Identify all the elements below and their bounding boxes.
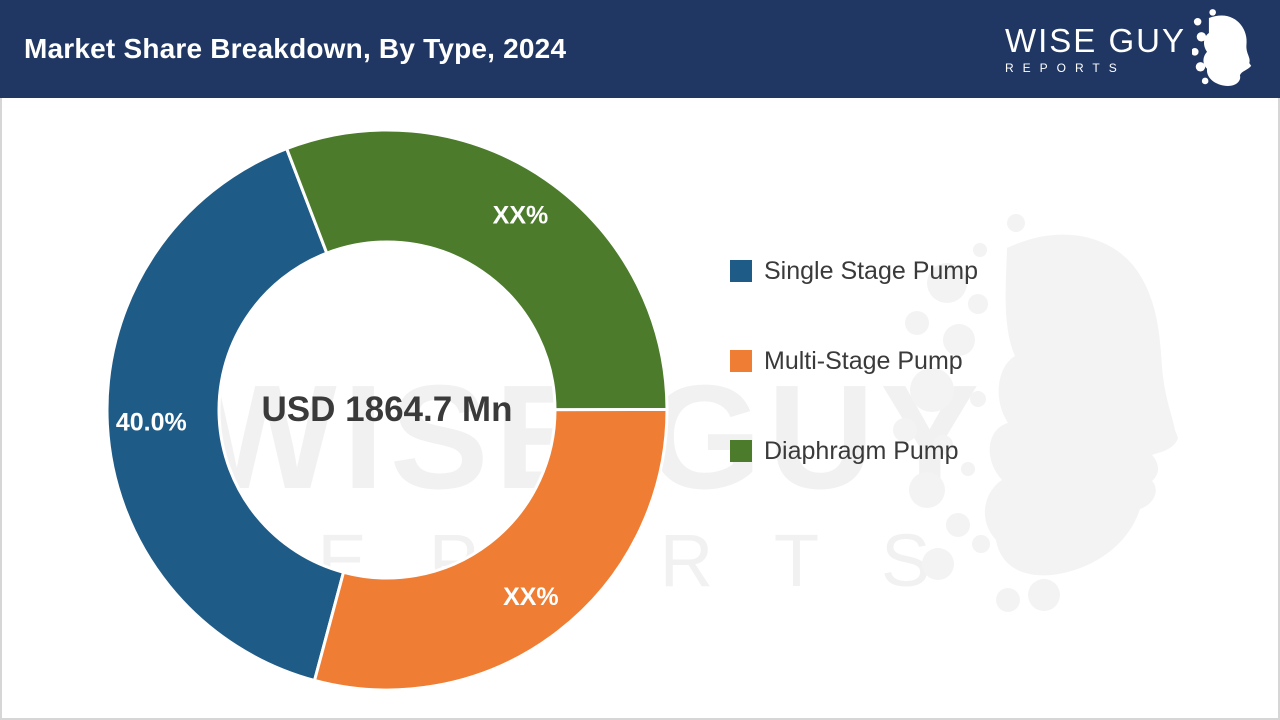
legend-label: Diaphragm Pump xyxy=(764,436,959,465)
segment-percent-label: XX% xyxy=(493,201,549,229)
page-title: Market Share Breakdown, By Type, 2024 xyxy=(24,33,567,64)
donut-center-value: USD 1864.7 Mn xyxy=(261,390,513,429)
legend-item-multi-stage-pump: Multi-Stage Pump xyxy=(730,347,978,375)
segment-percent-label: XX% xyxy=(503,583,559,611)
legend-swatch-icon xyxy=(730,440,752,462)
legend-swatch-icon xyxy=(730,260,752,282)
logo-face-icon xyxy=(1192,9,1252,87)
chart-legend: Single Stage Pump Multi-Stage Pump Diaph… xyxy=(730,257,978,527)
donut-segment xyxy=(105,147,346,682)
header-bar: Market Share Breakdown, By Type, 2024 WI… xyxy=(0,0,1280,98)
logo-wordmark: WISE GUY xyxy=(1004,22,1186,59)
legend-item-diaphragm-pump: Diaphragm Pump xyxy=(730,437,978,465)
donut-segment xyxy=(313,407,669,692)
chart-panel: WISE GUY REPORTS 40.0%XX%XX% USD 1864.7 … xyxy=(0,98,1280,720)
legend-label: Multi-Stage Pump xyxy=(764,346,963,375)
legend-label: Single Stage Pump xyxy=(764,256,979,285)
donut-segment xyxy=(285,128,669,412)
logo-subtitle: REPORTS xyxy=(1004,61,1126,75)
brand-logo: WISE GUY REPORTS xyxy=(1005,6,1254,92)
donut-chart: 40.0% XX% XX% xyxy=(105,128,669,692)
segment-percent-label: 40.0% xyxy=(116,408,187,436)
legend-item-single-stage-pump: Single Stage Pump xyxy=(730,257,978,285)
legend-swatch-icon xyxy=(730,350,752,372)
